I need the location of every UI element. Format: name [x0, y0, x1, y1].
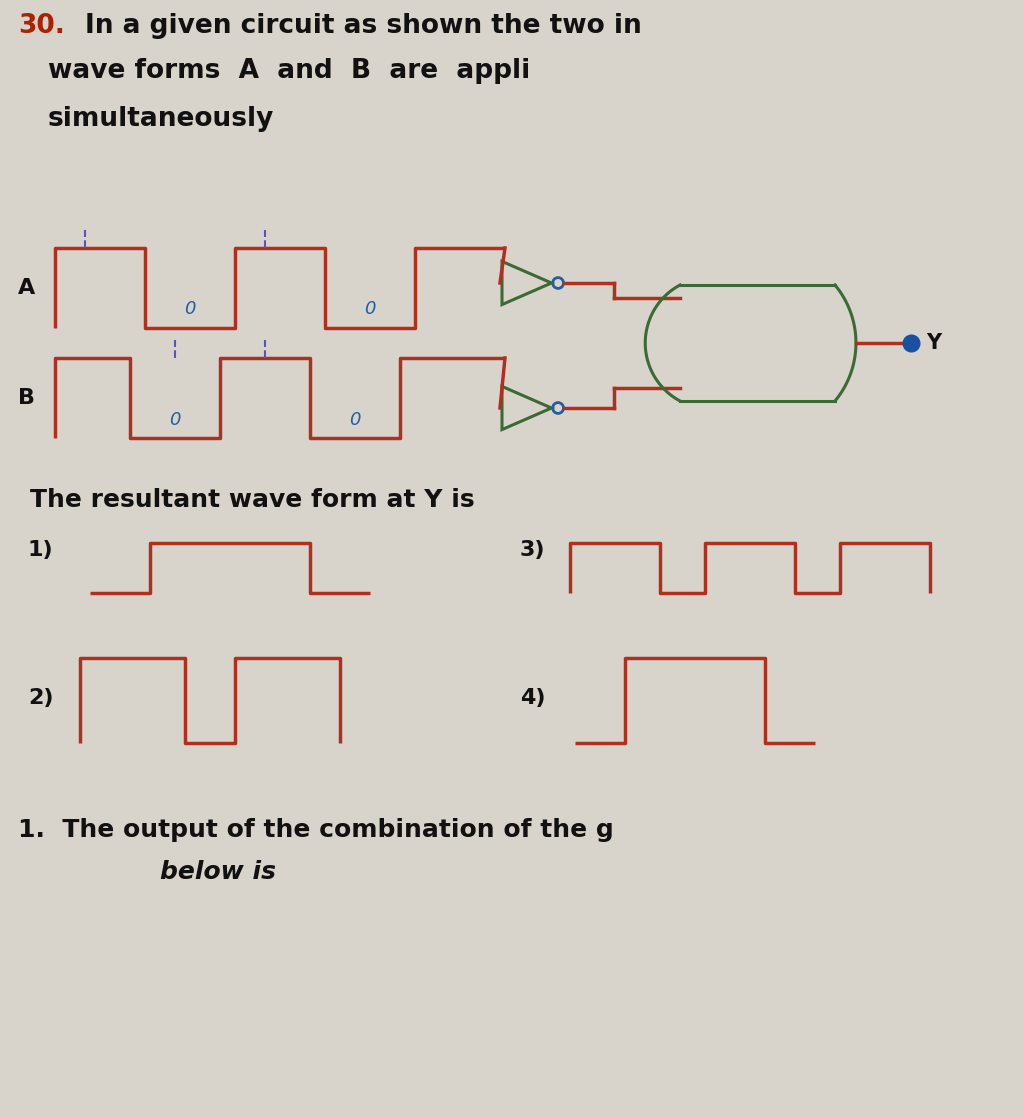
Text: simultaneously: simultaneously: [48, 106, 274, 132]
Text: B: B: [18, 388, 35, 408]
Text: 1.  The output of the combination of the g: 1. The output of the combination of the …: [18, 818, 613, 842]
Text: 1): 1): [28, 540, 53, 560]
Text: 0: 0: [169, 411, 181, 429]
Text: 4): 4): [520, 688, 546, 708]
Text: 0: 0: [184, 300, 196, 318]
Text: wave forms  A  and  B  are  appli: wave forms A and B are appli: [48, 58, 530, 84]
Text: below is: below is: [160, 860, 276, 884]
Text: Y: Y: [926, 333, 941, 353]
Text: 2): 2): [28, 688, 53, 708]
Text: 0: 0: [349, 411, 360, 429]
Text: A: A: [17, 278, 35, 299]
Text: The resultant wave form at Y is: The resultant wave form at Y is: [30, 487, 475, 512]
Text: 30.: 30.: [18, 13, 65, 39]
Text: In a given circuit as shown the two in: In a given circuit as shown the two in: [85, 13, 642, 39]
Text: 3): 3): [520, 540, 546, 560]
Text: 0: 0: [365, 300, 376, 318]
